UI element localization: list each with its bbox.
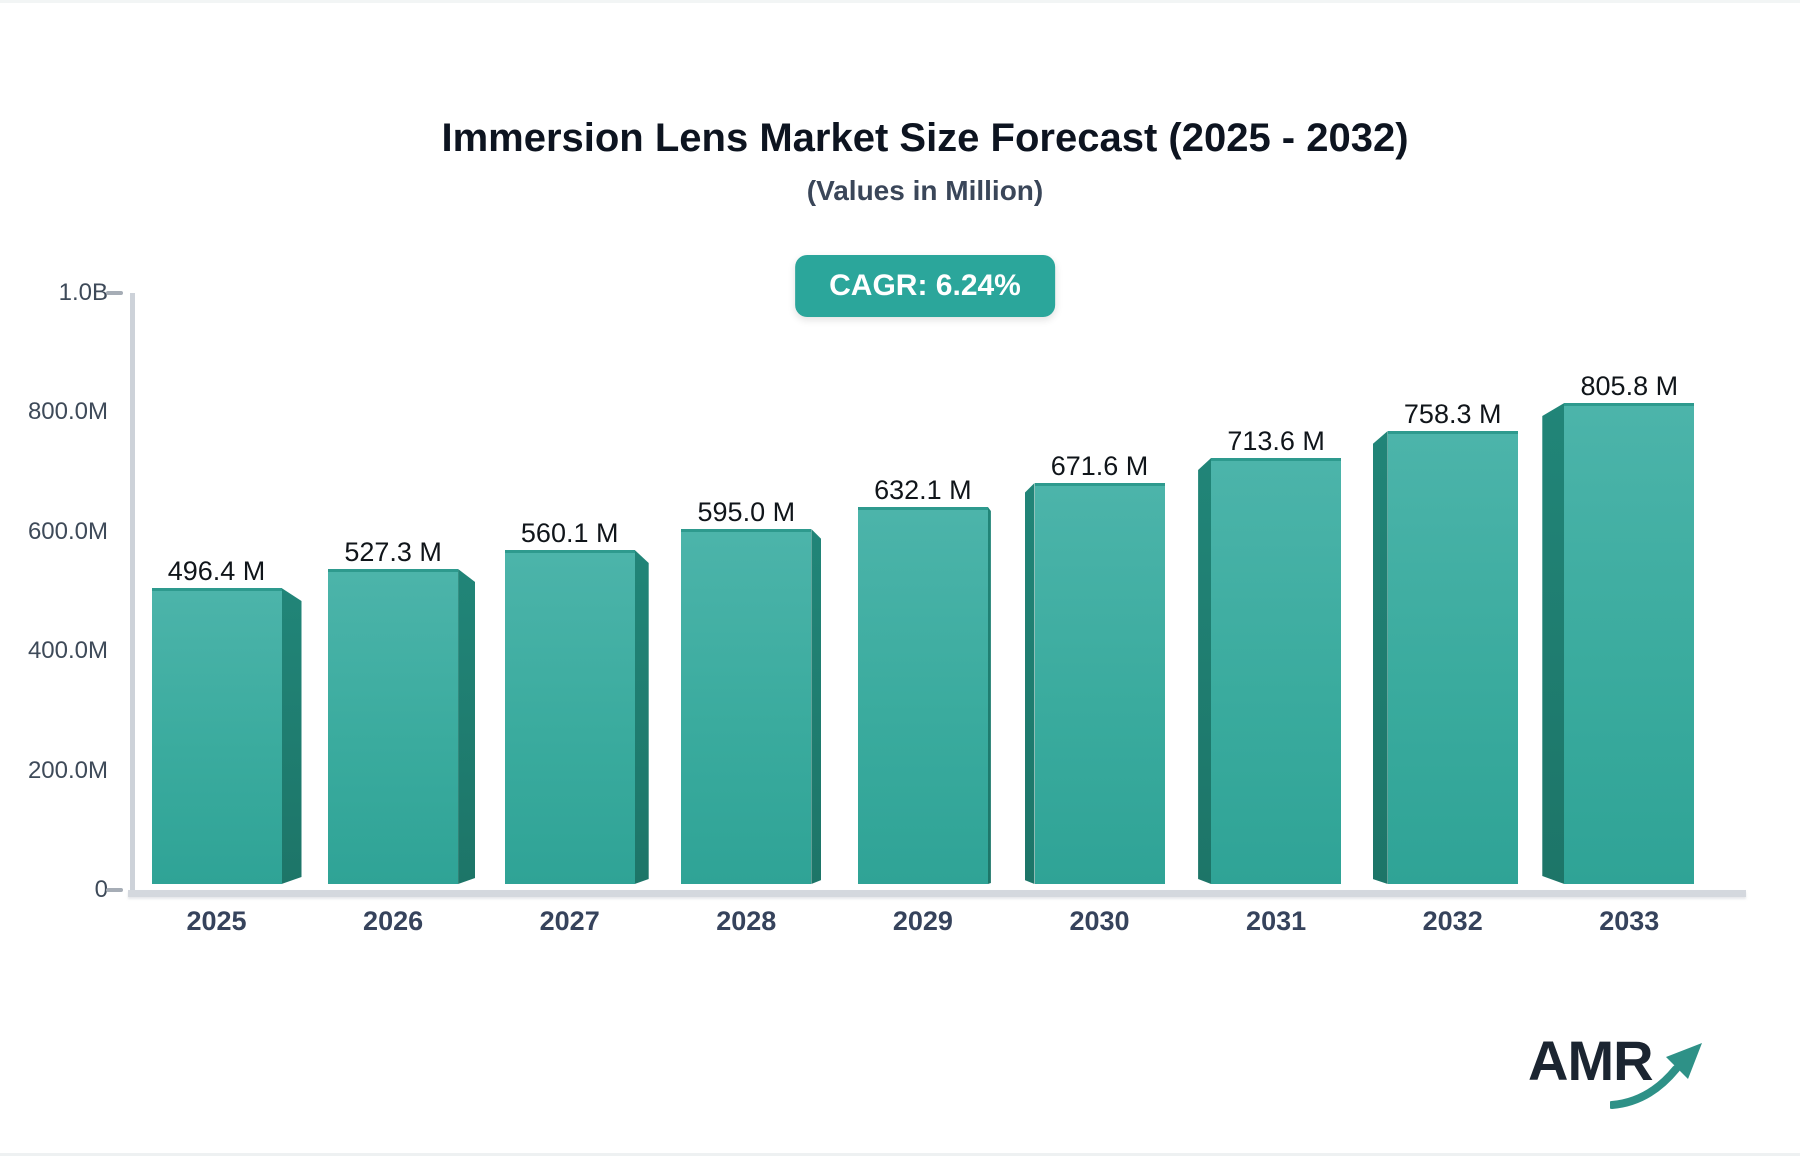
amr-logo: AMR <box>1528 1033 1718 1118</box>
bar-side-2029 <box>988 507 991 884</box>
bar-value-label: 496.4 M <box>167 556 266 586</box>
bar-2028 <box>681 529 812 884</box>
chart-subtitle: (Values in Million) <box>806 175 1044 206</box>
bar-value-label: 713.6 M <box>1227 426 1325 456</box>
bar-value-label: 527.3 M <box>344 537 442 567</box>
bar-value-label: 805.8 M <box>1580 371 1679 401</box>
bar-side-2032 <box>1373 431 1388 884</box>
bar-2025 <box>151 588 282 884</box>
bar-side-2031 <box>1198 458 1211 884</box>
bar-side-2033 <box>1542 403 1564 884</box>
y-tick-label: 200.0M <box>27 756 108 784</box>
y-tick-label: 400.0M <box>27 637 108 665</box>
x-tick-label-2028: 2028 <box>716 906 777 936</box>
y-tick-dash <box>106 888 123 892</box>
bar-value-label: 671.6 M <box>1050 451 1149 481</box>
bar-side-2030 <box>1025 483 1035 884</box>
chart-title: Immersion Lens Market Size Forecast (202… <box>441 116 1409 160</box>
x-axis-line <box>128 890 1746 897</box>
x-tick-label-2033: 2033 <box>1599 906 1660 936</box>
y-axis-line <box>130 293 135 894</box>
bar-2031 <box>1211 458 1342 884</box>
y-tick-label: 600.0M <box>27 517 108 545</box>
y-tick-dash <box>106 291 123 295</box>
bar-value-label: 632.1 M <box>874 475 972 505</box>
bar-side-2027 <box>635 550 649 884</box>
bar-2032 <box>1387 431 1518 884</box>
bar-side-2026 <box>458 569 475 884</box>
logo-growth-arrow-icon <box>1610 1043 1702 1109</box>
bar-2033 <box>1564 403 1695 884</box>
y-tick-label: 800.0M <box>27 398 108 426</box>
x-tick-label-2027: 2027 <box>539 906 600 936</box>
bar-side-2025 <box>282 588 302 884</box>
bar-side-2028 <box>811 529 821 884</box>
y-tick-label: 0 <box>94 876 108 903</box>
x-tick-label-2031: 2031 <box>1246 906 1307 936</box>
bar-2030 <box>1034 483 1165 884</box>
bar-2027 <box>504 550 635 884</box>
bar-value-label: 595.0 M <box>697 497 796 527</box>
bar-value-label: 560.1 M <box>520 518 619 548</box>
bar-value-label: 758.3 M <box>1403 399 1502 429</box>
x-tick-label-2030: 2030 <box>1069 906 1130 936</box>
x-tick-label-2025: 2025 <box>186 906 247 936</box>
cagr-badge: CAGR: 6.24% <box>795 255 1055 317</box>
amr-logo-text: AMR <box>1528 1029 1654 1092</box>
bar-2026 <box>328 569 459 884</box>
y-tick-label: 1.0B <box>58 279 108 306</box>
bar-2029 <box>857 507 988 884</box>
x-tick-label-2029: 2029 <box>892 906 953 936</box>
x-tick-label-2026: 2026 <box>363 906 424 936</box>
x-tick-label-2032: 2032 <box>1422 906 1483 936</box>
